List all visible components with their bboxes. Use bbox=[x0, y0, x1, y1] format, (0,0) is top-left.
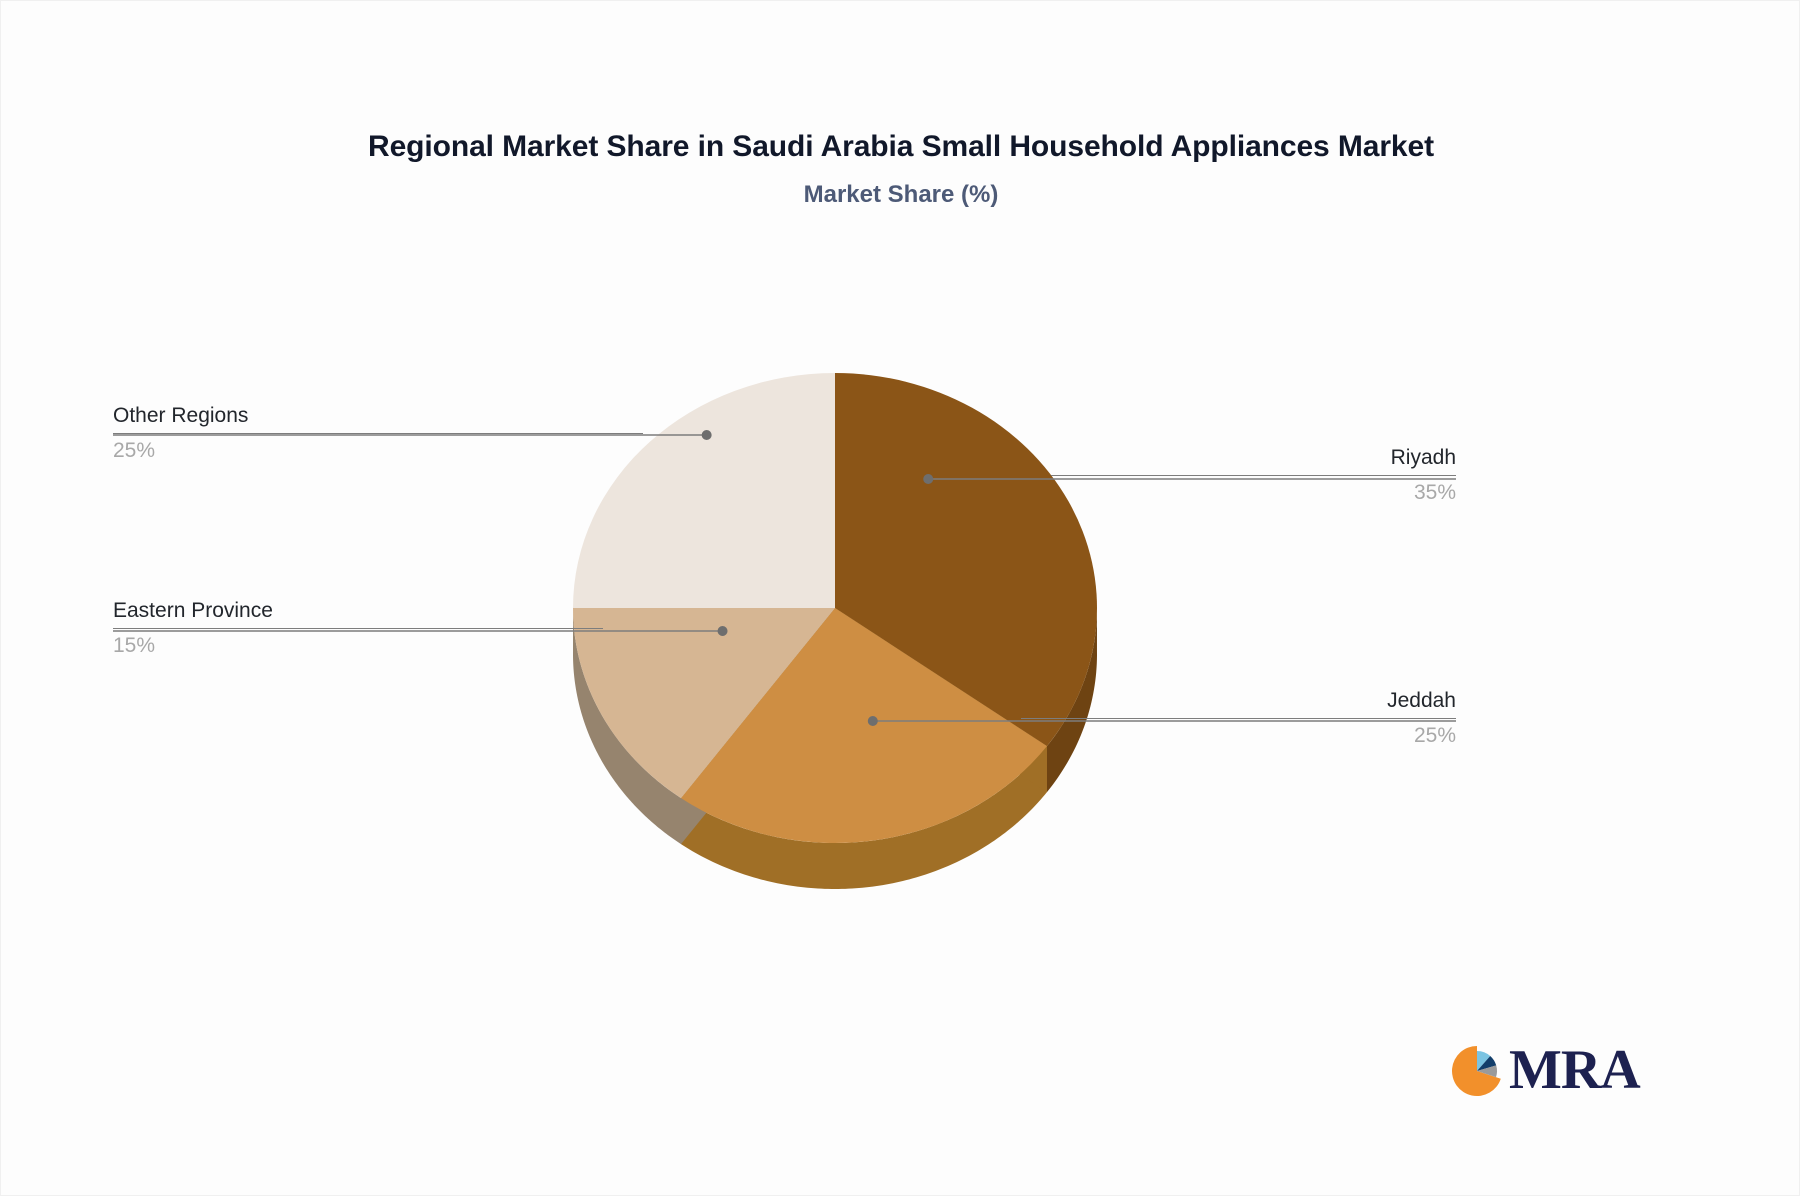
leader-dot bbox=[718, 626, 728, 636]
label-underline bbox=[113, 433, 643, 434]
slice-label-name: Other Regions bbox=[113, 404, 643, 428]
label-underline bbox=[1021, 718, 1456, 719]
slice-label-name: Eastern Province bbox=[113, 599, 603, 623]
slice-label-value: 25% bbox=[113, 439, 643, 463]
label-underline bbox=[1051, 475, 1456, 476]
leader-dot bbox=[868, 716, 878, 726]
label-underline bbox=[113, 628, 603, 629]
logo-wordmark: MRA bbox=[1509, 1039, 1640, 1101]
mra-logo[interactable]: MRA bbox=[1451, 1041, 1651, 1111]
pie-chart-logo-icon bbox=[1451, 1041, 1507, 1103]
slice-label-jeddah[interactable]: Jeddah 25% bbox=[1021, 689, 1456, 748]
slice-label-value: 25% bbox=[1021, 724, 1456, 748]
slice-label-other-regions[interactable]: Other Regions 25% bbox=[113, 404, 643, 463]
leader-dot bbox=[702, 430, 712, 440]
slice-label-riyadh[interactable]: Riyadh 35% bbox=[1051, 446, 1456, 505]
slice-label-name: Jeddah bbox=[1021, 689, 1456, 713]
leader-dot bbox=[923, 474, 933, 484]
slice-label-eastern-province[interactable]: Eastern Province 15% bbox=[113, 599, 603, 658]
pie-top-faces bbox=[573, 373, 1097, 843]
slice-label-value: 15% bbox=[113, 634, 603, 658]
slice-label-value: 35% bbox=[1051, 481, 1456, 505]
slice-label-name: Riyadh bbox=[1051, 446, 1456, 470]
